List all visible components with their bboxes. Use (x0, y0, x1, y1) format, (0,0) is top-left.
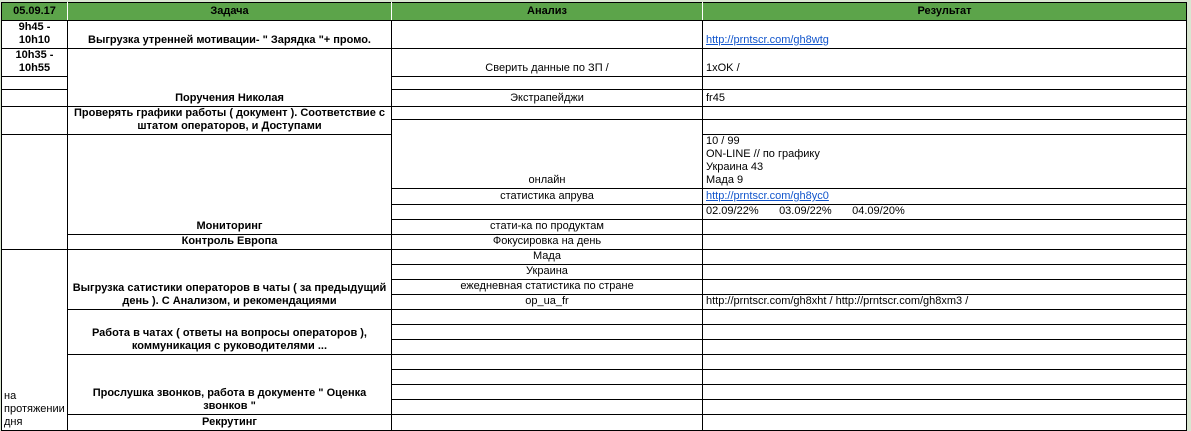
cell-analysis-extrapages[interactable]: Экстрапейджи (391, 89, 703, 107)
empty-cell[interactable] (702, 279, 1187, 295)
table-row: онлайн (2, 119, 1187, 189)
prntscr-link[interactable]: http://prntscr.com/gh8yc0 (706, 190, 829, 202)
online-line: Украина 43 (706, 161, 764, 173)
empty-cell[interactable] (1, 106, 68, 135)
empty-cell[interactable] (391, 20, 703, 49)
cell-analysis-ukraine[interactable]: Украина (391, 264, 703, 280)
cell-analysis-online[interactable]: онлайн (391, 119, 703, 189)
table-row: 10h35 - 10h55 Поручения Николая Сверить … (1, 48, 1187, 107)
cell-time-all-day[interactable]: на протяжении дня (1, 249, 68, 431)
cell-task-stats-upload[interactable]: Выгрузка сатистики операторов в чаты ( з… (67, 249, 392, 310)
empty-cell[interactable] (702, 219, 1187, 235)
empty-cell[interactable] (702, 249, 1187, 265)
cell-analysis-op-ua-fr[interactable]: op_ua_fr (391, 294, 703, 310)
table-row (2, 384, 1187, 400)
empty-cell[interactable] (702, 399, 1187, 415)
cell-task-recruiting[interactable]: Рекрутинг (67, 414, 392, 431)
percent-value: 04.09/20% (852, 205, 905, 218)
cell-result-zp-ok[interactable]: 1xOK / (702, 48, 1187, 77)
empty-cell[interactable] (702, 309, 1187, 325)
empty-cell[interactable] (391, 309, 703, 325)
empty-cell[interactable] (391, 76, 703, 90)
empty-cell[interactable] (702, 369, 1187, 385)
cell-analysis-day-focus[interactable]: Фокусировка на день (391, 234, 703, 250)
cell-task-schedules[interactable]: Проверять графики работы ( документ ). С… (67, 106, 392, 135)
empty-cell[interactable] (391, 324, 703, 340)
table-row: Прослушка звонков, работа в документе " … (2, 354, 1187, 415)
empty-cell[interactable] (702, 354, 1187, 370)
cell-time-slot1[interactable]: 9h45 - 10h10 (1, 20, 68, 49)
empty-cell[interactable] (391, 339, 703, 355)
cell-result-approve-link[interactable]: http://prntscr.com/gh8yc0 (702, 188, 1187, 205)
cell-task-chats[interactable]: Работа в чатах ( ответы на вопросы опера… (67, 309, 392, 355)
cell-result-morning-link[interactable]: http://prntscr.com/gh8wtg (702, 20, 1187, 49)
cell-analysis-product-stats[interactable]: стати-ка по продуктам (391, 219, 703, 235)
header-analysis-cell[interactable]: Анализ (391, 2, 703, 21)
cell-analysis-daily-country[interactable]: ежедневная статистика по стране (391, 279, 703, 295)
empty-cell[interactable] (702, 119, 1187, 135)
table-row: Контроль Европа Фокусировка на день (2, 234, 1187, 250)
table-row: 05.09.17 Задача Анализ Результат (1, 2, 1187, 21)
empty-cell[interactable] (391, 384, 703, 400)
cell-task-morning-upload[interactable]: Выгрузка утренней мотивации- " Зарядка "… (67, 20, 392, 49)
cell-analysis-approve-stats[interactable]: статистика апрува (391, 188, 703, 205)
empty-cell[interactable] (702, 324, 1187, 340)
table-row: 9h45 - 10h10 Выгрузка утренней мотивации… (1, 20, 1187, 49)
table-row: Проверять графики работы ( документ ). С… (1, 106, 1187, 135)
table-row: статистика апрува http://prntscr.com/gh8… (2, 188, 1187, 205)
cell-task-nikolay[interactable]: Поручения Николая (67, 48, 392, 107)
table-row: Работа в чатах ( ответы на вопросы опера… (2, 309, 1187, 355)
empty-cell[interactable] (391, 414, 703, 431)
table-row: Мониторинг 10 / 99 ON-LINE // по графику… (1, 134, 1187, 250)
percent-value: 02.09/22% (706, 205, 759, 218)
table-row (1, 76, 1187, 90)
cell-task-calls[interactable]: Прослушка звонков, работа в документе " … (67, 354, 392, 415)
empty-cell[interactable] (702, 414, 1187, 431)
table-row: Рекрутинг (2, 414, 1187, 431)
header-result-cell[interactable]: Результат (702, 2, 1187, 21)
cell-time-slot2[interactable]: 10h35 - 10h55 (1, 48, 68, 77)
cell-task-control-europe[interactable]: Контроль Европа (67, 234, 392, 250)
online-line: 10 / 99 (706, 135, 740, 148)
empty-cell[interactable] (702, 384, 1187, 400)
empty-cell[interactable] (391, 106, 703, 120)
cell-result-approve-percents[interactable]: 02.09/22% 03.09/22% 04.09/20% (702, 204, 1187, 220)
empty-cell[interactable] (702, 106, 1187, 120)
cell-result-op-links[interactable]: http://prntscr.com/gh8xht / http://prnts… (702, 294, 1187, 310)
empty-cell[interactable] (702, 339, 1187, 355)
empty-cell[interactable] (702, 234, 1187, 250)
online-line: ON-LINE // по графику (706, 148, 820, 160)
empty-cell[interactable] (1, 89, 68, 107)
cell-analysis-mada[interactable]: Мада (391, 249, 703, 265)
online-line: Мада 9 (706, 174, 744, 186)
empty-cell[interactable] (391, 399, 703, 415)
table-row: на протяжении дня Выгрузка сатистики опе… (1, 249, 1187, 431)
empty-cell[interactable] (391, 204, 703, 220)
empty-cell[interactable] (1, 76, 68, 90)
empty-cell[interactable] (1, 134, 68, 250)
prntscr-link[interactable]: http://prntscr.com/gh8wtg (706, 34, 829, 46)
cell-task-monitoring[interactable]: Мониторинг (67, 134, 392, 235)
percent-value: 03.09/22% (779, 205, 832, 218)
header-date-cell[interactable]: 05.09.17 (1, 2, 68, 21)
empty-cell[interactable] (702, 76, 1187, 90)
empty-cell[interactable] (391, 354, 703, 370)
empty-cell[interactable] (391, 369, 703, 385)
header-task-cell[interactable]: Задача (67, 2, 392, 21)
empty-cell[interactable] (702, 264, 1187, 280)
cell-analysis-zp-check[interactable]: Сверить данные по ЗП / (391, 48, 703, 77)
cell-result-online-stats[interactable]: 10 / 99 ON-LINE // по графику Украина 43… (702, 134, 1187, 189)
table-row: стати-ка по продуктам (2, 219, 1187, 235)
cell-result-extrapages[interactable]: fr45 (702, 89, 1187, 107)
